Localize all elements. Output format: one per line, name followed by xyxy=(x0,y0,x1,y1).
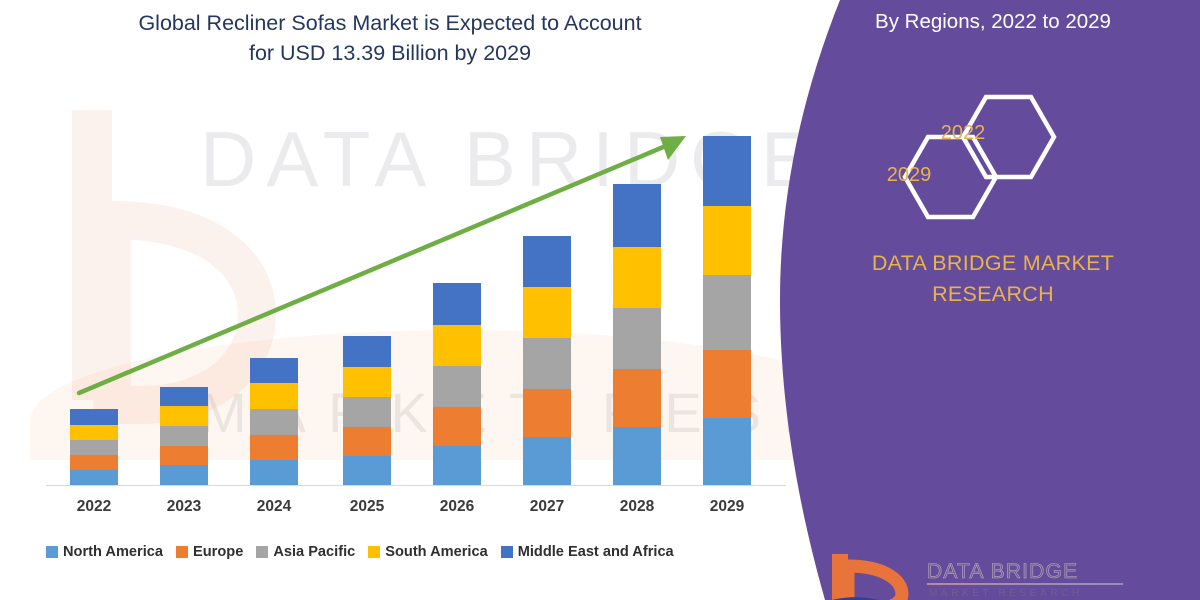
x-axis-line xyxy=(46,485,786,486)
segment-north-america xyxy=(703,418,751,485)
legend-swatch-asia-pacific xyxy=(256,546,269,558)
bar-2025[interactable] xyxy=(343,336,391,485)
legend-label-south-america: South America xyxy=(385,544,488,560)
legend-swatch-europe xyxy=(176,546,189,558)
purple-panel-content: Global Recliner Sofas Market By Regions,… xyxy=(780,0,1200,600)
bar-2029[interactable] xyxy=(703,136,751,485)
page-title: Global Recliner Sofas Market is Expected… xyxy=(60,8,720,68)
x-label-2025: 2025 xyxy=(349,498,385,515)
segment-south-america xyxy=(343,367,391,397)
bar-2028[interactable] xyxy=(613,184,661,485)
hexagon-2022-label: 2022 xyxy=(940,122,986,144)
segment-asia-pacific xyxy=(523,338,571,389)
segment-south-america xyxy=(703,206,751,275)
segment-north-america xyxy=(70,470,118,485)
segment-south-america xyxy=(250,383,298,409)
legend-item-asia-pacific[interactable]: Asia Pacific xyxy=(256,544,355,560)
segment-europe xyxy=(160,446,208,465)
segment-asia-pacific xyxy=(343,397,391,427)
segment-europe xyxy=(250,435,298,460)
legend-swatch-middle-east-and-africa xyxy=(500,546,513,558)
segment-europe xyxy=(343,427,391,456)
right-purple-panel: Global Recliner Sofas Market By Regions,… xyxy=(780,0,1200,600)
stacked-bar-chart: 2022 2023 2024 2025 2026 2027 2028 2029 … xyxy=(0,136,800,564)
legend-item-europe[interactable]: Europe xyxy=(176,544,243,560)
x-label-2029: 2029 xyxy=(709,498,745,515)
segment-north-america xyxy=(160,465,208,485)
bar-2023[interactable] xyxy=(160,387,208,485)
hexagon-2029-label: 2029 xyxy=(886,164,932,186)
legend-item-north-america[interactable]: North America xyxy=(46,544,163,560)
segment-asia-pacific xyxy=(433,366,481,407)
legend-swatch-north-america xyxy=(46,546,58,558)
bar-2022[interactable] xyxy=(70,409,118,485)
segment-north-america xyxy=(433,446,481,485)
segment-south-america xyxy=(523,287,571,338)
bar-2026[interactable] xyxy=(433,283,481,485)
segment-north-america xyxy=(613,427,661,485)
x-label-2024: 2024 xyxy=(256,498,292,515)
panel-heading: Global Recliner Sofas Market By Regions,… xyxy=(780,0,1180,36)
x-label-2023: 2023 xyxy=(166,498,202,515)
panel-heading-line: By Regions, 2022 to 2029 xyxy=(875,10,1111,33)
segment-europe xyxy=(523,389,571,437)
panel-heading-clipped: Global Recliner Sofas Market xyxy=(806,0,1180,8)
bar-2024[interactable] xyxy=(250,358,298,485)
hexagon-2029-icon xyxy=(902,134,999,220)
segment-europe xyxy=(433,407,481,446)
segment-middle-east-and-africa xyxy=(703,136,751,206)
segment-north-america xyxy=(250,460,298,485)
page-title-line1: Global Recliner Sofas Market is Expected… xyxy=(138,11,642,35)
segment-south-america xyxy=(613,247,661,308)
segment-middle-east-and-africa xyxy=(523,236,571,287)
x-label-2028: 2028 xyxy=(619,498,655,515)
segment-asia-pacific xyxy=(613,308,661,369)
corner-logo: DATA BRIDGE MARKET RESEARCH xyxy=(822,552,1152,600)
segment-north-america xyxy=(523,437,571,485)
x-label-2026: 2026 xyxy=(439,498,475,515)
segment-south-america xyxy=(70,425,118,440)
brand-name: DATA BRIDGE MARKET RESEARCH xyxy=(780,248,1180,310)
legend-label-north-america: North America xyxy=(63,544,164,560)
segment-middle-east-and-africa xyxy=(613,184,661,247)
legend-label-asia-pacific: Asia Pacific xyxy=(273,544,356,560)
x-label-2027: 2027 xyxy=(529,498,565,515)
segment-middle-east-and-africa xyxy=(250,358,298,383)
corner-logo-text: DATA BRIDGE xyxy=(927,560,1079,584)
segment-middle-east-and-africa xyxy=(160,387,208,406)
legend-swatch-south-america xyxy=(368,546,381,558)
legend-label-europe: Europe xyxy=(193,544,244,560)
legend-item-middle-east-and-africa[interactable]: Middle East and Africa xyxy=(500,544,674,560)
x-axis-labels: 2022 2023 2024 2025 2026 2027 2028 2029 xyxy=(0,498,800,524)
page-title-line2: for USD 13.39 Billion by 2029 xyxy=(248,41,532,65)
data-bridge-b-logo-icon xyxy=(832,554,909,600)
chart-legend: North America Europe Asia Pacific South … xyxy=(46,540,786,564)
hexagon-group xyxy=(876,92,1136,222)
brand-name-line1: DATA BRIDGE MARKET xyxy=(871,251,1115,275)
segment-north-america xyxy=(343,456,391,485)
segment-middle-east-and-africa xyxy=(70,409,118,425)
segment-asia-pacific xyxy=(160,426,208,446)
segment-asia-pacific xyxy=(70,440,118,455)
segment-europe xyxy=(70,455,118,470)
bar-2027[interactable] xyxy=(523,236,571,485)
segment-asia-pacific xyxy=(703,275,751,350)
x-label-2022: 2022 xyxy=(76,498,112,515)
hexagon-icons xyxy=(902,94,1057,220)
brand-name-line2: RESEARCH xyxy=(932,282,1054,306)
segment-asia-pacific xyxy=(250,409,298,435)
corner-logo-subtext: MARKET RESEARCH xyxy=(929,588,1083,599)
segment-europe xyxy=(613,369,661,427)
segment-south-america xyxy=(160,406,208,426)
legend-item-south-america[interactable]: South America xyxy=(368,544,488,560)
segment-middle-east-and-africa xyxy=(343,336,391,367)
purple-panel-shape xyxy=(780,0,1200,600)
segment-europe xyxy=(703,350,751,418)
segment-south-america xyxy=(433,325,481,366)
segment-middle-east-and-africa xyxy=(433,283,481,325)
legend-label-middle-east-and-africa: Middle East and Africa xyxy=(517,544,674,560)
corner-logo-rule xyxy=(927,583,1123,585)
